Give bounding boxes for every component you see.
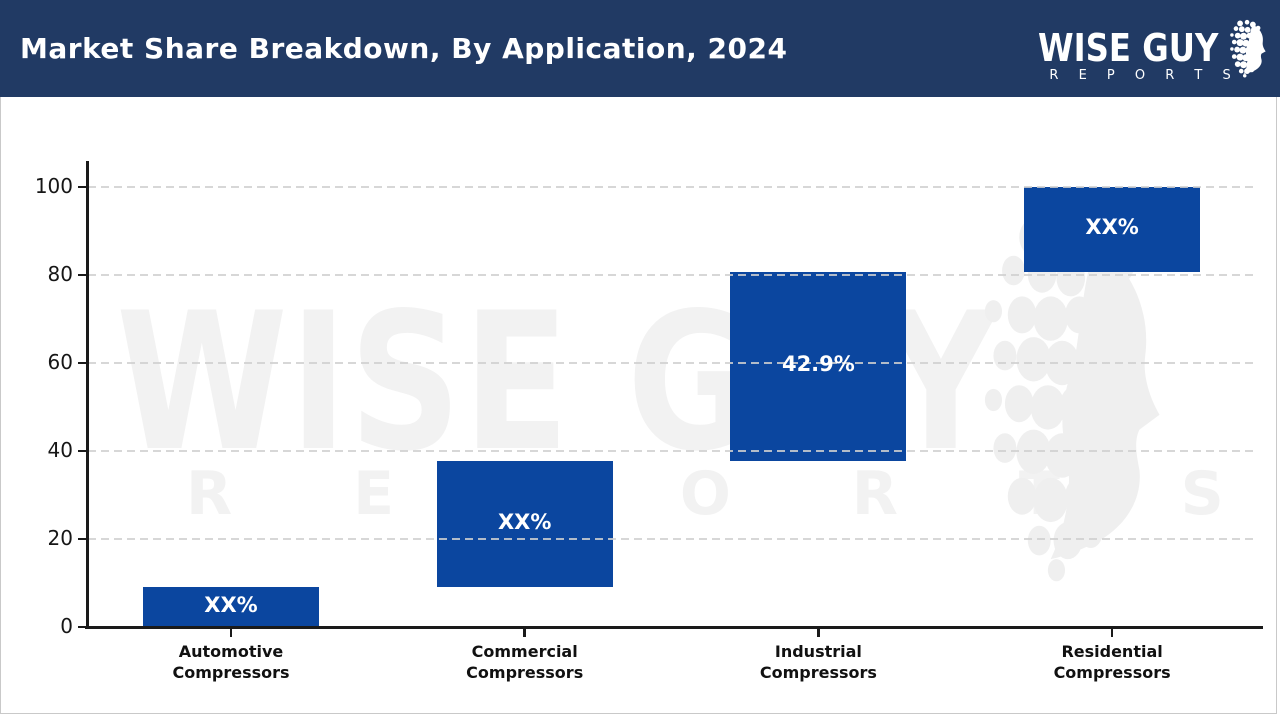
x-tick-2 bbox=[523, 628, 526, 637]
y-tick-label-100: 100 bbox=[34, 174, 73, 198]
y-tick-label-0: 0 bbox=[60, 614, 73, 638]
brand-name: WISE GUY bbox=[1038, 26, 1219, 70]
y-tick-20 bbox=[78, 537, 87, 541]
x-tick-4 bbox=[1110, 628, 1114, 637]
y-axis-line bbox=[86, 161, 89, 628]
chart-title: Market Share Breakdown, By Application, … bbox=[20, 32, 788, 65]
bar-commercial-compressors bbox=[436, 460, 613, 587]
bar-value-label: XX% bbox=[1085, 215, 1139, 240]
category-label: Industrial Compressors bbox=[759, 642, 877, 682]
dotted-head-icon bbox=[1230, 19, 1266, 78]
gridline-40 bbox=[88, 450, 1254, 452]
x-tick-3 bbox=[817, 628, 820, 637]
gridline-80 bbox=[88, 274, 1254, 276]
brand-subname: R E P O R T S bbox=[1049, 68, 1239, 83]
y-tick-label-60: 60 bbox=[47, 350, 73, 374]
header-bar: Market Share Breakdown, By Application, … bbox=[0, 0, 1280, 97]
category-label: Commercial Compressors bbox=[466, 642, 584, 682]
y-tick-80 bbox=[78, 273, 87, 277]
brand-logo: WISE GUY R E P O R T S bbox=[1008, 4, 1268, 94]
bar-automotive-compressors bbox=[143, 586, 319, 627]
gridline-20 bbox=[88, 538, 1254, 540]
y-tick-label-40: 40 bbox=[47, 438, 73, 462]
brand-logo-text: WISE GUY R E P O R T S bbox=[1038, 26, 1250, 83]
y-tick-0 bbox=[78, 625, 87, 629]
gridline-60 bbox=[88, 362, 1254, 364]
bar-value-label: XX% bbox=[204, 592, 258, 617]
bar-value-label: 42.9% bbox=[781, 352, 855, 377]
y-tick-100 bbox=[78, 185, 87, 189]
x-tick-1 bbox=[229, 628, 233, 637]
category-label: Residential Compressors bbox=[1053, 642, 1171, 682]
chart-area: WISE GUY R E P O R T S 0 20 40 60 80 100 XX% XX… bbox=[0, 97, 1277, 714]
x-axis-line bbox=[85, 625, 1263, 629]
y-tick-40 bbox=[78, 449, 87, 453]
bar-residential-compressors bbox=[1024, 187, 1201, 272]
gridline-100 bbox=[88, 186, 1254, 188]
y-tick-label-20: 20 bbox=[47, 526, 73, 550]
y-tick-label-80: 80 bbox=[47, 262, 73, 286]
category-label: Automotive Compressors bbox=[172, 642, 290, 682]
y-tick-60 bbox=[78, 361, 87, 365]
bar-industrial-compressors bbox=[730, 271, 907, 461]
bar-value-label: XX% bbox=[497, 509, 552, 534]
